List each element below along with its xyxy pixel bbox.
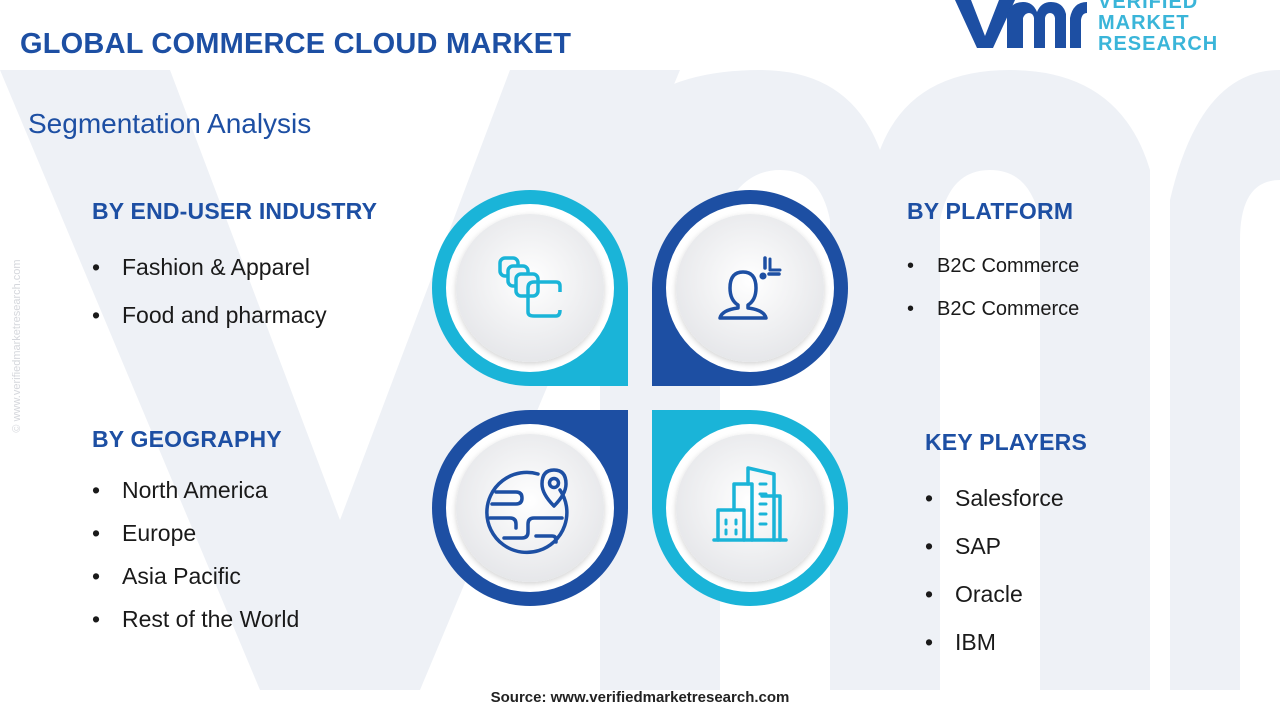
segment-list: North America Europe Asia Pacific Rest o… [92, 469, 299, 641]
segment-end-user-industry: BY END-USER INDUSTRY Fashion & Apparel F… [92, 198, 377, 339]
layers-icon [498, 256, 562, 318]
source-credit: Source: www.verifiedmarketresearch.com [490, 689, 790, 706]
list-item: Rest of the World [92, 598, 299, 641]
list-item: Oracle [925, 570, 1087, 618]
list-item: Food and pharmacy [92, 291, 377, 339]
globe-location-icon [485, 468, 569, 555]
logo-line-2: MARKET [1098, 12, 1190, 34]
segmentation-quad-graphic [432, 190, 848, 606]
user-target-icon [718, 256, 782, 320]
page-title: GLOBAL COMMERCE CLOUD MARKET [20, 28, 572, 60]
segment-platform: BY PLATFORM B2C Commerce B2C Commerce [907, 198, 1079, 331]
list-item: Fashion & Apparel [92, 243, 377, 291]
logo-line-3: RESEARCH [1098, 33, 1219, 55]
list-item: SAP [925, 522, 1087, 570]
list-item: IBM [925, 618, 1087, 666]
page-subtitle: Segmentation Analysis [28, 108, 312, 139]
city-buildings-icon [712, 466, 788, 542]
list-item: North America [92, 469, 299, 512]
segment-heading: BY END-USER INDUSTRY [92, 198, 378, 224]
petal-key-players [652, 410, 848, 606]
list-item: Asia Pacific [92, 555, 299, 598]
logo-text: VERIFIED MARKET RESEARCH [1098, 0, 1218, 55]
side-watermark: © www.verifiedmarketresearch.com [11, 259, 23, 433]
segment-key-players: KEY PLAYERS Salesforce SAP Oracle IBM [925, 429, 1087, 666]
segment-heading: BY GEOGRAPHY [92, 426, 282, 452]
list-item: Salesforce [925, 474, 1087, 522]
segment-geography: BY GEOGRAPHY North America Europe Asia P… [92, 426, 299, 641]
logo-line-1: VERIFIED [1098, 0, 1199, 13]
segment-list: Salesforce SAP Oracle IBM [925, 474, 1087, 666]
list-item: B2C Commerce [907, 288, 1079, 331]
petal-platform [652, 190, 848, 386]
segment-list: B2C Commerce B2C Commerce [907, 245, 1079, 331]
list-item: B2C Commerce [907, 245, 1079, 288]
segment-heading: KEY PLAYERS [925, 429, 1087, 455]
list-item: Europe [92, 512, 299, 555]
vmr-logo-mark [955, 0, 1087, 48]
segment-heading: BY PLATFORM [907, 198, 1074, 224]
petal-geography [432, 410, 628, 606]
segment-list: Fashion & Apparel Food and pharmacy [92, 243, 377, 339]
brand-logo: VERIFIED MARKET RESEARCH [955, 0, 1235, 56]
